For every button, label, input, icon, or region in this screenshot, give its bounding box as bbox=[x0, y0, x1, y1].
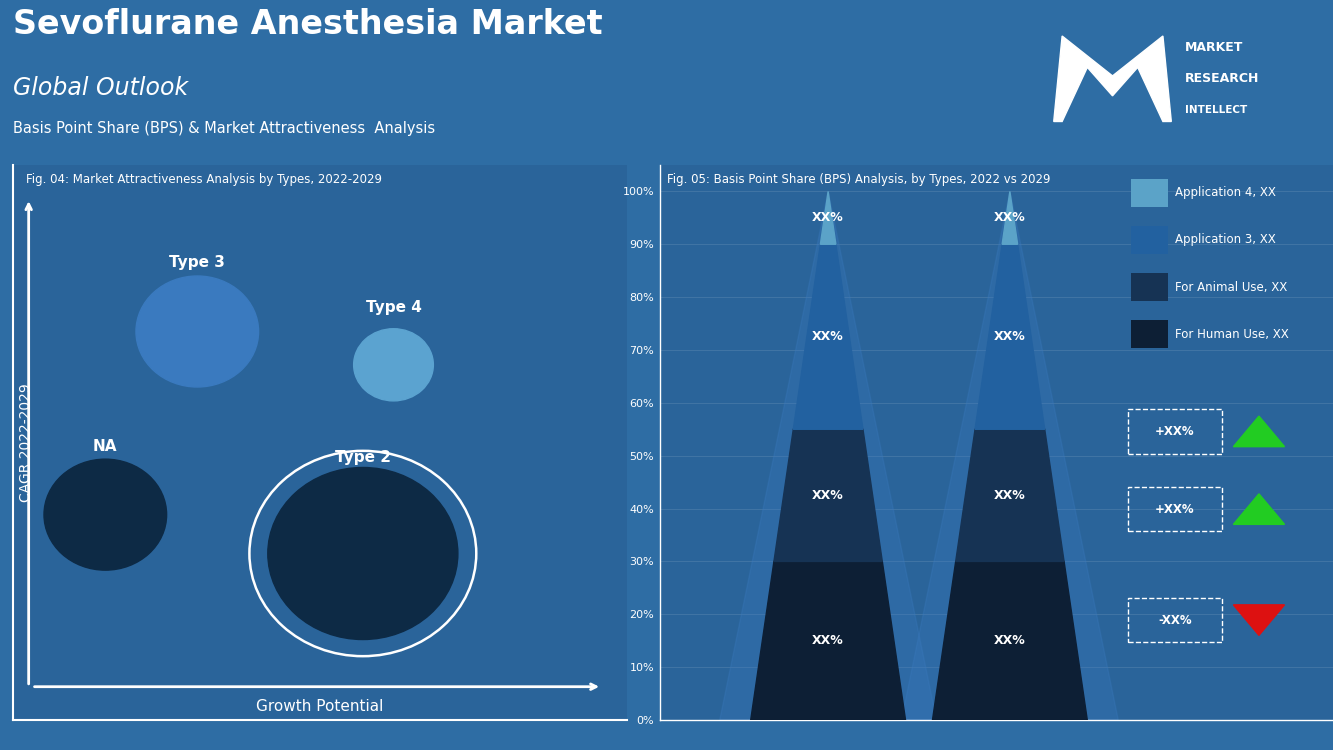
Polygon shape bbox=[901, 191, 1118, 720]
Text: CAGR 2022-2029: CAGR 2022-2029 bbox=[20, 383, 33, 502]
Text: INTELLECT: INTELLECT bbox=[1185, 105, 1248, 115]
Text: XX%: XX% bbox=[994, 489, 1026, 502]
Text: XX%: XX% bbox=[812, 489, 844, 502]
Text: XX%: XX% bbox=[812, 211, 844, 224]
Text: NA: NA bbox=[93, 439, 117, 454]
Text: Type 2: Type 2 bbox=[335, 450, 391, 465]
Text: Basis Point Share (BPS) & Market Attractiveness  Analysis: Basis Point Share (BPS) & Market Attract… bbox=[13, 122, 436, 136]
FancyBboxPatch shape bbox=[1130, 273, 1168, 301]
Circle shape bbox=[353, 328, 433, 400]
Polygon shape bbox=[933, 562, 1088, 720]
Text: XX%: XX% bbox=[994, 634, 1026, 647]
Text: +XX%: +XX% bbox=[1154, 425, 1194, 438]
Text: For Human Use, XX: For Human Use, XX bbox=[1174, 328, 1289, 340]
Polygon shape bbox=[1233, 494, 1285, 524]
Polygon shape bbox=[956, 429, 1064, 562]
Text: Type 3: Type 3 bbox=[169, 256, 225, 271]
Polygon shape bbox=[793, 244, 862, 429]
Polygon shape bbox=[820, 191, 836, 244]
Text: Fig. 05: Basis Point Share (BPS) Analysis, by Types, 2022 vs 2029: Fig. 05: Basis Point Share (BPS) Analysi… bbox=[666, 173, 1050, 186]
Text: Global Outlook: Global Outlook bbox=[13, 76, 188, 100]
Circle shape bbox=[136, 276, 259, 387]
Polygon shape bbox=[750, 562, 905, 720]
Text: Application 4, XX: Application 4, XX bbox=[1174, 186, 1276, 200]
Text: XX%: XX% bbox=[994, 211, 1026, 224]
Text: Growth Potential: Growth Potential bbox=[256, 700, 384, 715]
Polygon shape bbox=[1002, 191, 1017, 244]
Text: Fig. 04: Market Attractiveness Analysis by Types, 2022-2029: Fig. 04: Market Attractiveness Analysis … bbox=[25, 173, 381, 186]
Circle shape bbox=[44, 459, 167, 570]
Polygon shape bbox=[774, 429, 882, 562]
Text: -XX%: -XX% bbox=[1158, 614, 1192, 626]
Text: RESEARCH: RESEARCH bbox=[1185, 72, 1260, 86]
Text: XX%: XX% bbox=[994, 330, 1026, 344]
FancyBboxPatch shape bbox=[1130, 226, 1168, 254]
Polygon shape bbox=[1233, 416, 1285, 447]
FancyBboxPatch shape bbox=[1130, 320, 1168, 348]
Text: For Animal Use, XX: For Animal Use, XX bbox=[1174, 280, 1288, 293]
Text: MARKET: MARKET bbox=[1185, 41, 1244, 54]
Text: Application 3, XX: Application 3, XX bbox=[1174, 233, 1276, 247]
Text: Type 4: Type 4 bbox=[365, 300, 421, 315]
Polygon shape bbox=[1053, 36, 1172, 122]
Text: XX%: XX% bbox=[812, 330, 844, 344]
FancyBboxPatch shape bbox=[1130, 179, 1168, 207]
Text: +XX%: +XX% bbox=[1154, 503, 1194, 515]
Text: Sevoflurane Anesthesia Market: Sevoflurane Anesthesia Market bbox=[13, 8, 603, 40]
Polygon shape bbox=[720, 191, 937, 720]
Text: XX%: XX% bbox=[812, 634, 844, 647]
Polygon shape bbox=[974, 244, 1045, 429]
Polygon shape bbox=[1233, 604, 1285, 635]
Circle shape bbox=[268, 467, 459, 640]
